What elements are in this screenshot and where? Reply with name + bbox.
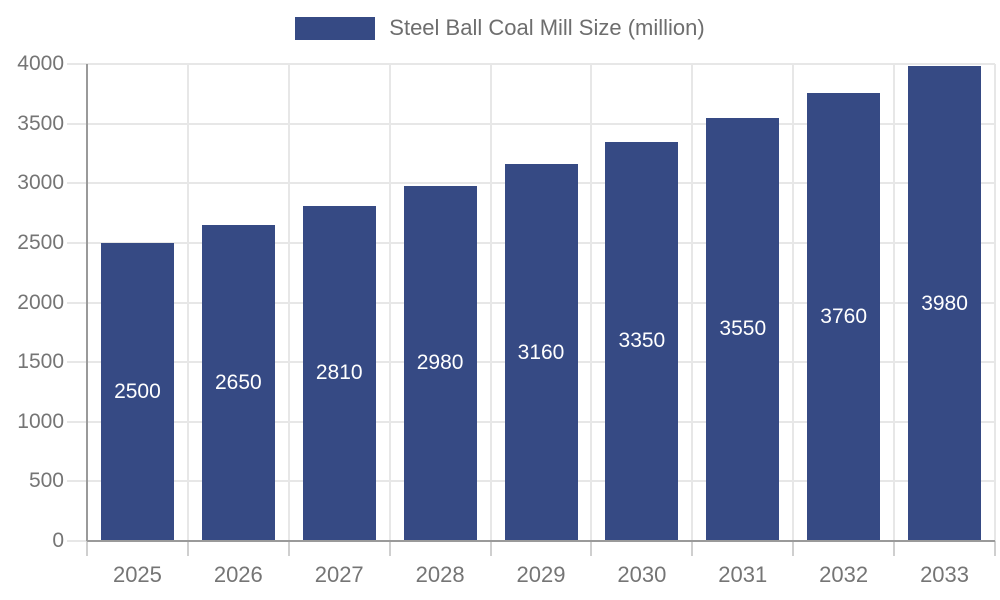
y-tick-mark (67, 63, 87, 65)
bar: 3550 (706, 117, 780, 541)
y-tick-mark (67, 122, 87, 125)
y-axis-line (86, 64, 88, 541)
y-tick-label: 0 (52, 529, 64, 552)
x-tick-label: 2029 (516, 562, 566, 587)
x-tick-label: 2028 (415, 562, 465, 587)
x-tick-mark (86, 541, 88, 556)
bar-value-label: 2500 (114, 379, 161, 403)
y-tick-label: 1500 (17, 350, 64, 374)
bar: 3160 (504, 164, 578, 541)
x-tick-label: 2033 (920, 562, 970, 587)
bar-value-label: 3980 (921, 291, 968, 315)
x-tick-mark (186, 541, 189, 556)
bar: 3350 (605, 141, 679, 541)
y-tick-mark (67, 182, 87, 185)
bar-value-label: 2810 (315, 361, 363, 385)
y-tick-mark (67, 540, 87, 542)
v-gridline (994, 64, 996, 541)
y-tick-label: 1000 (17, 409, 64, 433)
legend-label: Steel Ball Coal Mill Size (million) (389, 15, 705, 40)
x-tick-mark (893, 541, 896, 556)
y-tick-mark (67, 301, 87, 304)
bar-value-label: 3760 (820, 304, 868, 328)
bar-value-label: 3550 (719, 317, 767, 341)
bar-value-label: 3350 (618, 329, 666, 353)
x-tick-label: 2030 (617, 562, 667, 587)
h-gridline (87, 122, 995, 125)
y-tick-label: 3500 (17, 111, 64, 135)
y-tick-mark (67, 480, 87, 483)
bar: 2650 (201, 224, 275, 541)
x-tick-label: 2032 (819, 562, 869, 587)
x-tick-mark (994, 541, 996, 556)
bar: 3980 (908, 66, 982, 541)
bar: 2500 (100, 242, 174, 541)
y-tick-label: 4000 (17, 52, 64, 75)
y-tick-label: 500 (28, 469, 64, 493)
x-tick-mark (590, 541, 593, 556)
x-axis-line (87, 540, 995, 542)
bar-value-label: 2980 (416, 351, 464, 375)
bar-value-label: 2650 (214, 370, 262, 394)
y-tick-mark (67, 361, 87, 364)
x-tick-mark (792, 541, 795, 556)
legend-swatch (295, 16, 376, 40)
y-tick-mark (67, 420, 87, 423)
x-tick-label: 2026 (213, 562, 263, 587)
x-tick-label: 2027 (314, 562, 364, 587)
bar-value-label: 3160 (517, 340, 565, 364)
x-tick-label: 2031 (718, 562, 768, 587)
bar: 2810 (302, 205, 376, 541)
bar: 2980 (403, 185, 477, 541)
h-gridline (87, 63, 995, 65)
y-tick-label: 2500 (17, 230, 64, 254)
x-tick-mark (287, 541, 290, 556)
bar: 3760 (807, 92, 881, 541)
chart-legend: Steel Ball Coal Mill Size (million) (0, 15, 1000, 41)
x-tick-mark (388, 541, 391, 556)
y-tick-mark (67, 241, 87, 244)
x-tick-mark (691, 541, 694, 556)
plot-area: 2500 2650 2810 2980 3160 3350 3550 3760 3980 (86, 63, 996, 542)
x-tick-mark (489, 541, 492, 556)
y-tick-label: 2000 (17, 290, 64, 314)
y-tick-label: 3000 (17, 171, 64, 195)
x-tick-label: 2025 (112, 562, 162, 587)
